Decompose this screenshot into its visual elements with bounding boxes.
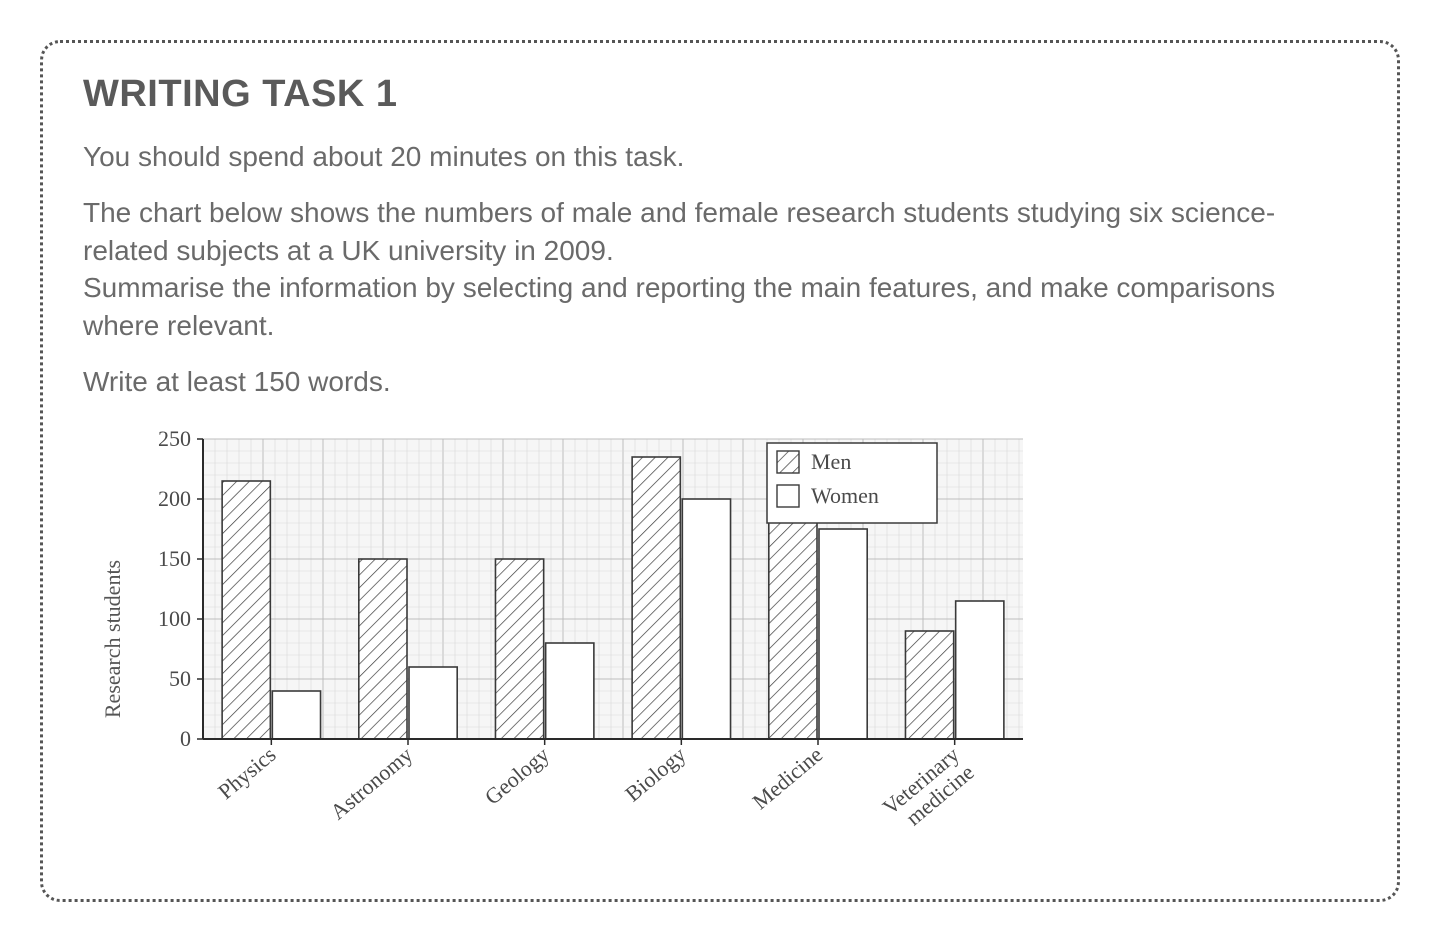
svg-text:Physics: Physics — [213, 741, 281, 803]
svg-text:Medicine: Medicine — [747, 741, 827, 814]
svg-text:150: 150 — [158, 546, 191, 571]
bar-men — [359, 559, 407, 739]
svg-text:100: 100 — [158, 606, 191, 631]
task-title: WRITING TASK 1 — [83, 73, 1357, 116]
svg-text:Veterinarymedicine: Veterinarymedicine — [878, 741, 979, 837]
legend-label-women: Women — [811, 483, 879, 508]
bar-women — [272, 691, 320, 739]
bar-women — [409, 667, 457, 739]
svg-text:0: 0 — [180, 726, 191, 751]
bar-chart: 0 50 100 150 200 250 Physics Astronomy Geology Bi… — [133, 419, 1053, 859]
svg-text:200: 200 — [158, 486, 191, 511]
task-wordcount: Write at least 150 words. — [83, 363, 1357, 401]
bar-men — [222, 481, 270, 739]
bar-women — [956, 601, 1004, 739]
bar-men — [495, 559, 543, 739]
chart-y-axis-label: Research students — [100, 560, 126, 718]
svg-text:250: 250 — [158, 426, 191, 451]
svg-text:50: 50 — [169, 666, 191, 691]
bar-men — [632, 457, 680, 739]
task-time-hint: You should spend about 20 minutes on thi… — [83, 138, 1357, 176]
bar-men — [905, 631, 953, 739]
legend-label-men: Men — [811, 449, 851, 474]
bar-women — [819, 529, 867, 739]
legend-swatch-men — [777, 451, 799, 473]
svg-text:Biology: Biology — [620, 741, 690, 806]
task-prompt: The chart below shows the numbers of mal… — [83, 194, 1357, 345]
svg-text:Astronomy: Astronomy — [325, 741, 417, 824]
bar-women — [682, 499, 730, 739]
task-box: WRITING TASK 1 You should spend about 20… — [40, 40, 1400, 902]
bar-women — [546, 643, 594, 739]
svg-text:Geology: Geology — [480, 741, 554, 809]
bar-men — [769, 499, 817, 739]
legend-swatch-women — [777, 485, 799, 507]
chart-container: Research students 050100150200250Physics… — [133, 419, 1053, 859]
